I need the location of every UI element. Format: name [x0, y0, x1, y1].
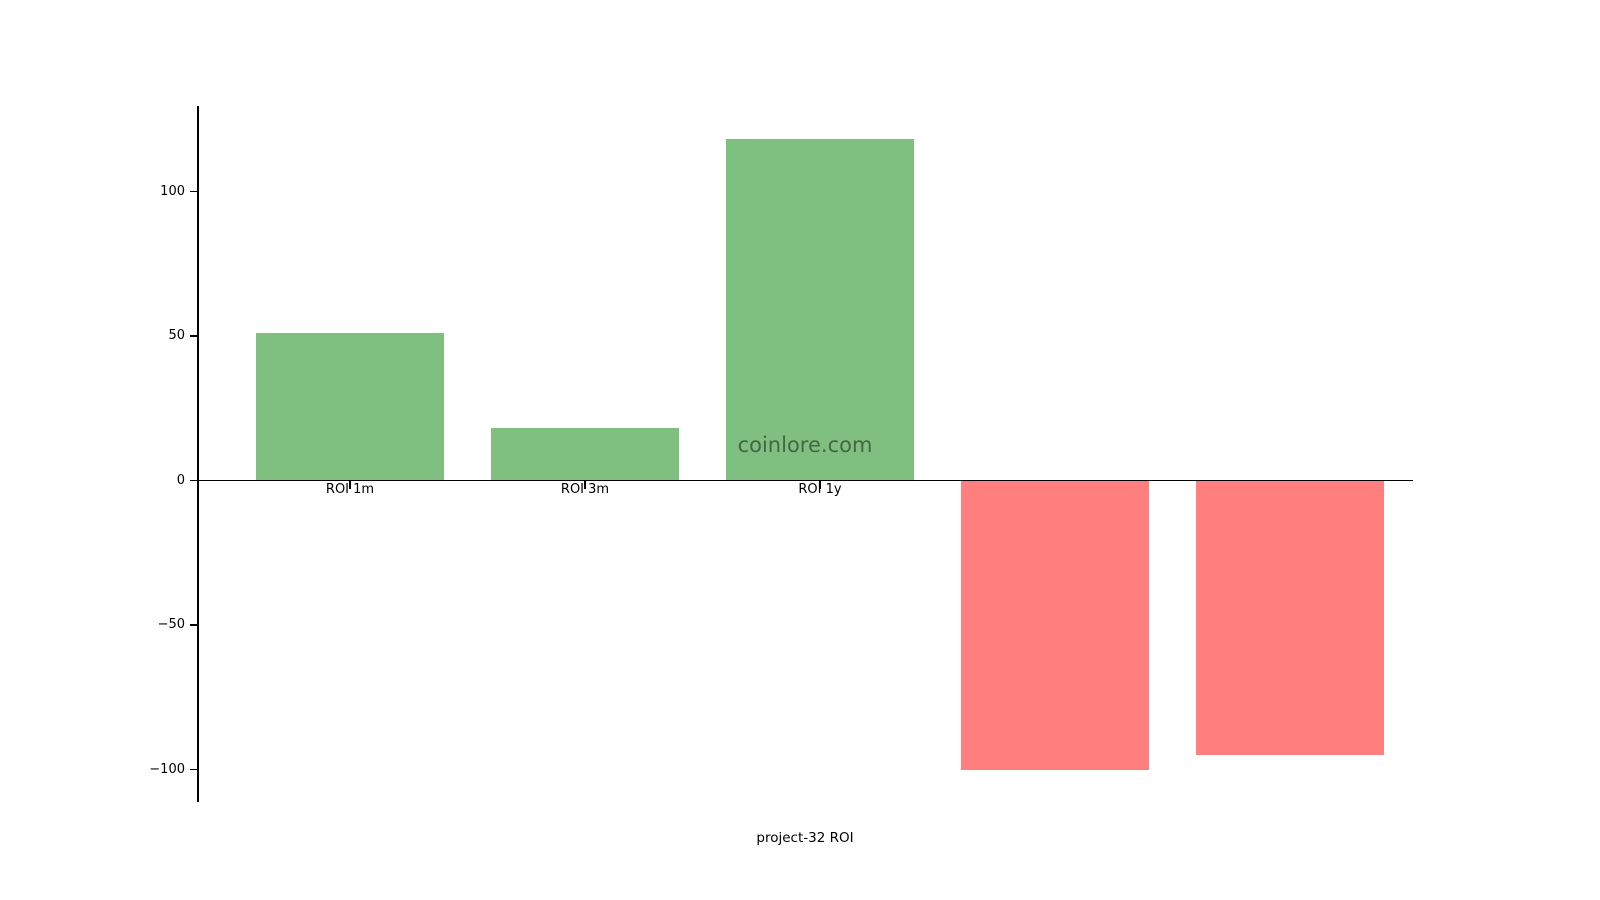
y-tick: [190, 624, 197, 626]
y-tick-label: −100: [149, 761, 185, 777]
y-axis-line: [197, 106, 199, 802]
y-tick-label: −50: [157, 617, 185, 632]
y-tick-label: 0: [176, 472, 185, 488]
y-tick-label: 50: [168, 328, 185, 343]
x-tick: [819, 480, 821, 489]
bar-unlabeled-4: [961, 480, 1149, 770]
y-tick: [190, 768, 197, 771]
y-tick: [190, 479, 197, 482]
y-tick: [190, 190, 197, 193]
x-tick-label: ROI 1m: [325, 481, 375, 497]
x-tick: [584, 480, 586, 489]
y-tick-label: 100: [160, 183, 185, 199]
chart-xlabel: project-32 ROI: [756, 830, 854, 846]
bar-unlabeled-5: [1196, 480, 1384, 756]
bar-roi-1y: [726, 139, 914, 481]
bar-roi-1m: [256, 333, 444, 481]
y-tick: [190, 335, 197, 337]
x-tick: [349, 480, 351, 489]
bar-roi-3m: [491, 428, 679, 481]
watermark-text: coinlore.com: [737, 433, 873, 457]
x-axis-line: [197, 479, 1413, 482]
x-tick-label: ROI 1y: [798, 481, 842, 497]
x-tick-label: ROI 3m: [560, 481, 610, 497]
